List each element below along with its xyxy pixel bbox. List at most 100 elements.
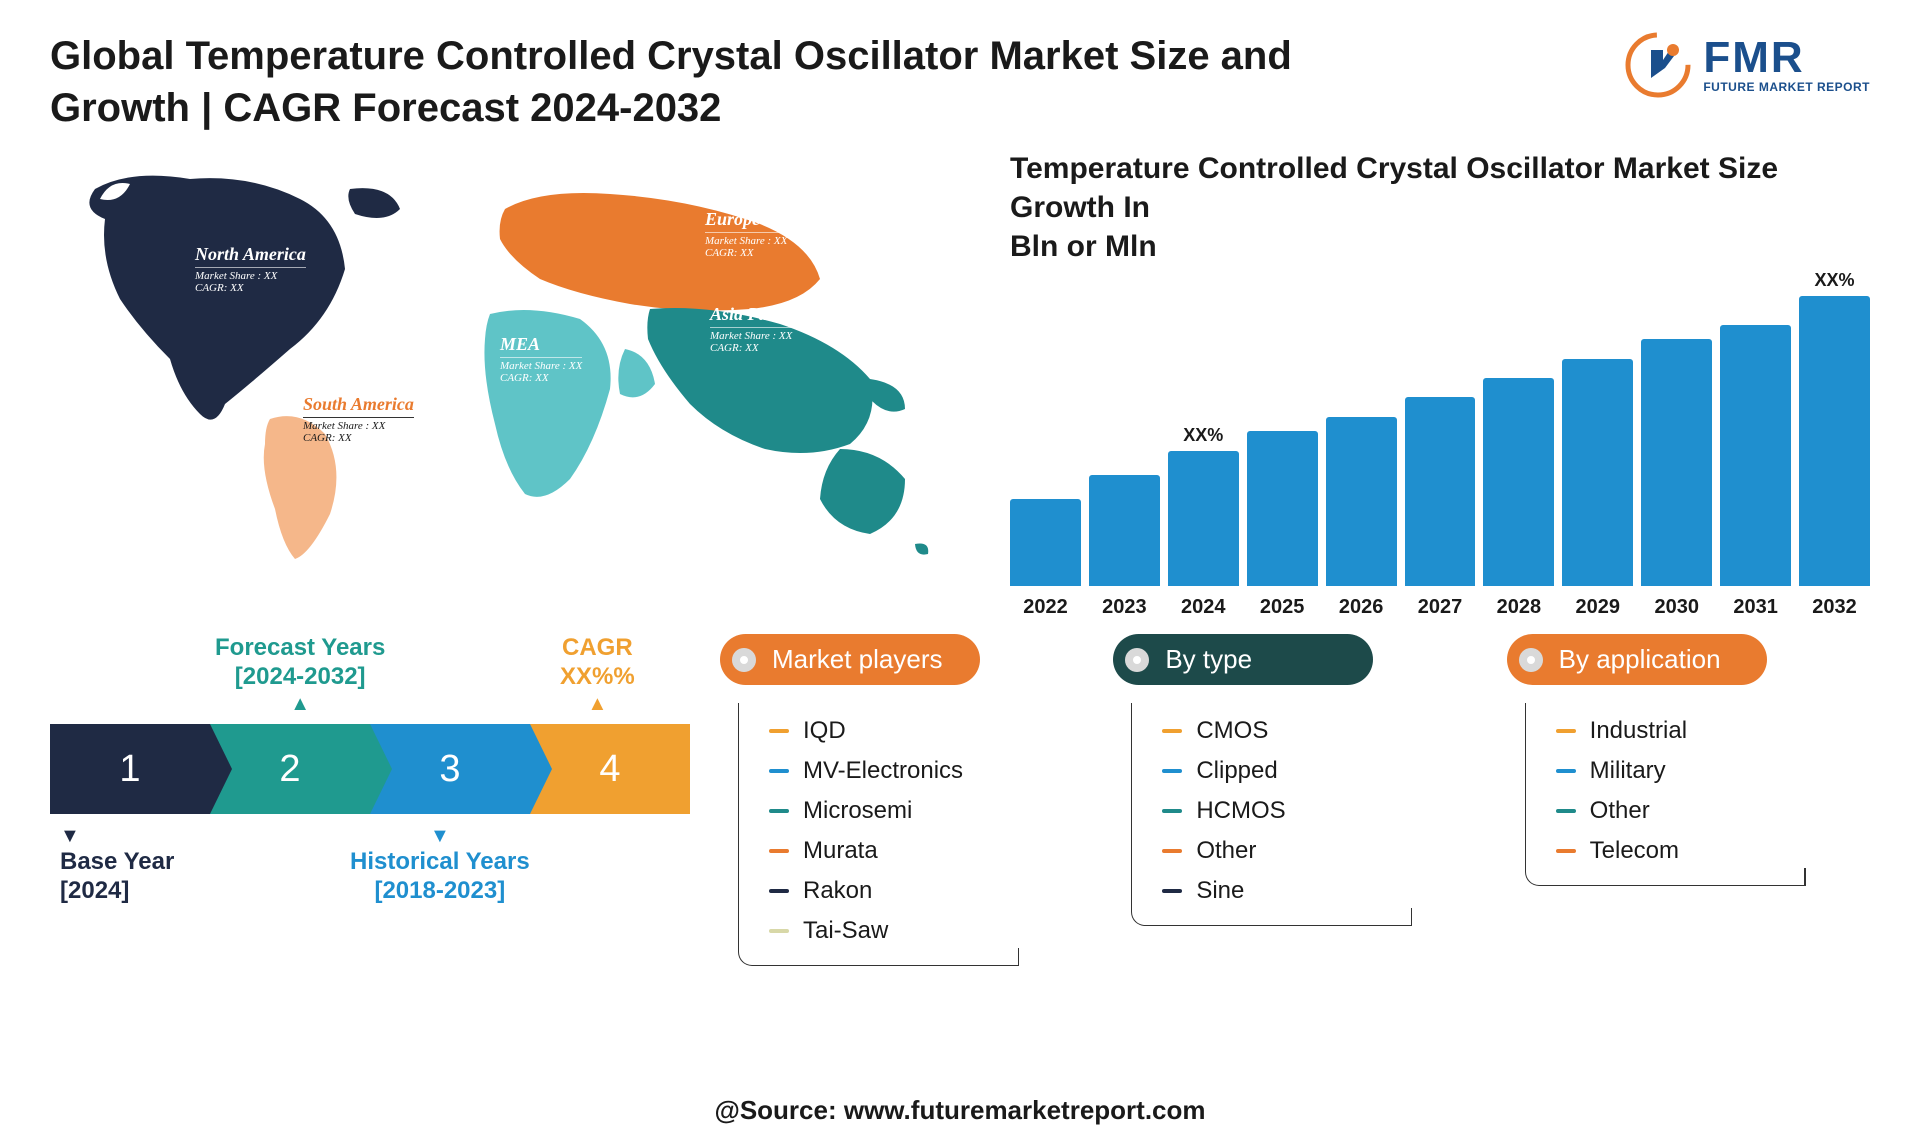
bar-annotation: XX%	[1183, 425, 1223, 446]
list-item-label: Military	[1590, 757, 1666, 785]
timeline-infographic: Forecast Years [2024-2032] ▲ CAGR XX%% ▲…	[50, 634, 690, 966]
chart-bar	[1562, 359, 1633, 586]
list-item-label: Microsemi	[803, 797, 912, 825]
chart-bar: XX%	[1168, 451, 1239, 586]
historical-annotation: ▼ Historical Years [2018-2023]	[350, 824, 530, 906]
fmr-logo-icon	[1623, 30, 1693, 100]
x-axis-label: 2024	[1168, 596, 1239, 619]
list-item-label: Other	[1196, 837, 1256, 865]
list-item: Sine	[1162, 871, 1411, 911]
category-list: IQD MV-Electronics Microsemi Murata Rakon Tai…	[738, 703, 1018, 966]
list-item-label: Tai-Saw	[803, 917, 888, 945]
list-item: Clipped	[1162, 751, 1411, 791]
timeline-segment: 4	[530, 724, 690, 814]
tick-icon	[1556, 849, 1576, 853]
source-credit: @Source: www.futuremarketreport.com	[714, 1095, 1205, 1126]
x-axis-label: 2026	[1326, 596, 1397, 619]
chart-title: Temperature Controlled Crystal Oscillato…	[1010, 149, 1870, 266]
chart-bar	[1326, 417, 1397, 586]
category-title: Market players	[772, 644, 943, 675]
tick-icon	[1162, 769, 1182, 773]
list-item-label: HCMOS	[1196, 797, 1285, 825]
tick-icon	[769, 929, 789, 933]
tick-icon	[769, 849, 789, 853]
category-column: By typeCMOSClippedHCMOSOtherSine	[1113, 634, 1476, 966]
x-axis-label: 2032	[1799, 596, 1870, 619]
list-item: Other	[1556, 791, 1805, 831]
category-column: Market players IQD MV-Electronics Microsemi…	[720, 634, 1083, 966]
x-axis-label: 2025	[1247, 596, 1318, 619]
map-label-na: North America Market Share : XX CAGR: XX	[195, 244, 306, 294]
list-item-label: Murata	[803, 837, 878, 865]
chart-bar: XX%	[1799, 296, 1870, 586]
timeline-segment: 1	[50, 724, 210, 814]
pill-dot-icon	[1125, 648, 1149, 672]
base-year-annotation: ▼ Base Year [2024]	[60, 824, 174, 906]
list-item: Telecom	[1556, 831, 1805, 871]
tick-icon	[1162, 809, 1182, 813]
chart-bar	[1010, 499, 1081, 586]
category-pill: Market players	[720, 634, 980, 685]
map-label-sa: South America Market Share : XX CAGR: XX	[303, 394, 414, 444]
map-label-ap: Asia Pacific Market Share : XX CAGR: XX	[710, 304, 799, 354]
tick-icon	[1162, 889, 1182, 893]
x-axis-label: 2027	[1405, 596, 1476, 619]
chart-bar	[1720, 325, 1791, 586]
tick-icon	[1556, 729, 1576, 733]
list-item-label: Other	[1590, 797, 1650, 825]
list-item-label: Rakon	[803, 877, 872, 905]
x-axis-label: 2022	[1010, 596, 1081, 619]
world-map: North America Market Share : XX CAGR: XX…	[50, 149, 970, 569]
logo-text: FMR	[1703, 36, 1870, 80]
list-item: CMOS	[1162, 711, 1411, 751]
chart-bar	[1641, 339, 1712, 586]
category-column: By application Industrial Military Other Tel…	[1507, 634, 1870, 966]
timeline-segment: 2	[210, 724, 370, 814]
tick-icon	[769, 809, 789, 813]
list-item: Military	[1556, 751, 1805, 791]
logo: FMR FUTURE MARKET REPORT	[1623, 30, 1870, 100]
tick-icon	[769, 729, 789, 733]
list-item: Murata	[769, 831, 1018, 871]
list-item-label: Clipped	[1196, 757, 1277, 785]
map-label-eu: Europe Market Share : XX CAGR: XX	[705, 209, 787, 259]
forecast-annotation: Forecast Years [2024-2032] ▲	[215, 634, 385, 716]
list-item: Rakon	[769, 871, 1018, 911]
list-item: Industrial	[1556, 711, 1805, 751]
list-item: IQD	[769, 711, 1018, 751]
tick-icon	[1556, 809, 1576, 813]
chart-bar	[1405, 397, 1476, 586]
list-item: Other	[1162, 831, 1411, 871]
category-list: CMOS Clipped HCMOS Other Sine	[1131, 703, 1411, 926]
logo-subtext: FUTURE MARKET REPORT	[1703, 80, 1870, 94]
x-axis-label: 2028	[1483, 596, 1554, 619]
category-list: Industrial Military Other Telecom	[1525, 703, 1805, 886]
list-item-label: Sine	[1196, 877, 1244, 905]
list-item: Microsemi	[769, 791, 1018, 831]
timeline-segment: 3	[370, 724, 530, 814]
x-axis-label: 2030	[1641, 596, 1712, 619]
list-item: HCMOS	[1162, 791, 1411, 831]
tick-icon	[1556, 769, 1576, 773]
tick-icon	[1162, 729, 1182, 733]
growth-bar-chart: Temperature Controlled Crystal Oscillato…	[1010, 149, 1870, 619]
x-axis-label: 2029	[1562, 596, 1633, 619]
tick-icon	[769, 769, 789, 773]
list-item-label: Industrial	[1590, 717, 1687, 745]
page-title: Global Temperature Controlled Crystal Os…	[50, 30, 1350, 134]
list-item-label: IQD	[803, 717, 846, 745]
list-item: MV-Electronics	[769, 751, 1018, 791]
chart-bar	[1247, 431, 1318, 586]
bar-annotation: XX%	[1815, 270, 1855, 291]
category-pill: By application	[1507, 634, 1767, 685]
list-item-label: Telecom	[1590, 837, 1679, 865]
pill-dot-icon	[732, 648, 756, 672]
list-item-label: CMOS	[1196, 717, 1268, 745]
map-label-mea: MEA Market Share : XX CAGR: XX	[500, 334, 582, 384]
cagr-annotation: CAGR XX%% ▲	[560, 634, 635, 716]
list-item-label: MV-Electronics	[803, 757, 963, 785]
x-axis-label: 2031	[1720, 596, 1791, 619]
x-axis-label: 2023	[1089, 596, 1160, 619]
pill-dot-icon	[1519, 648, 1543, 672]
chart-bar	[1089, 475, 1160, 586]
